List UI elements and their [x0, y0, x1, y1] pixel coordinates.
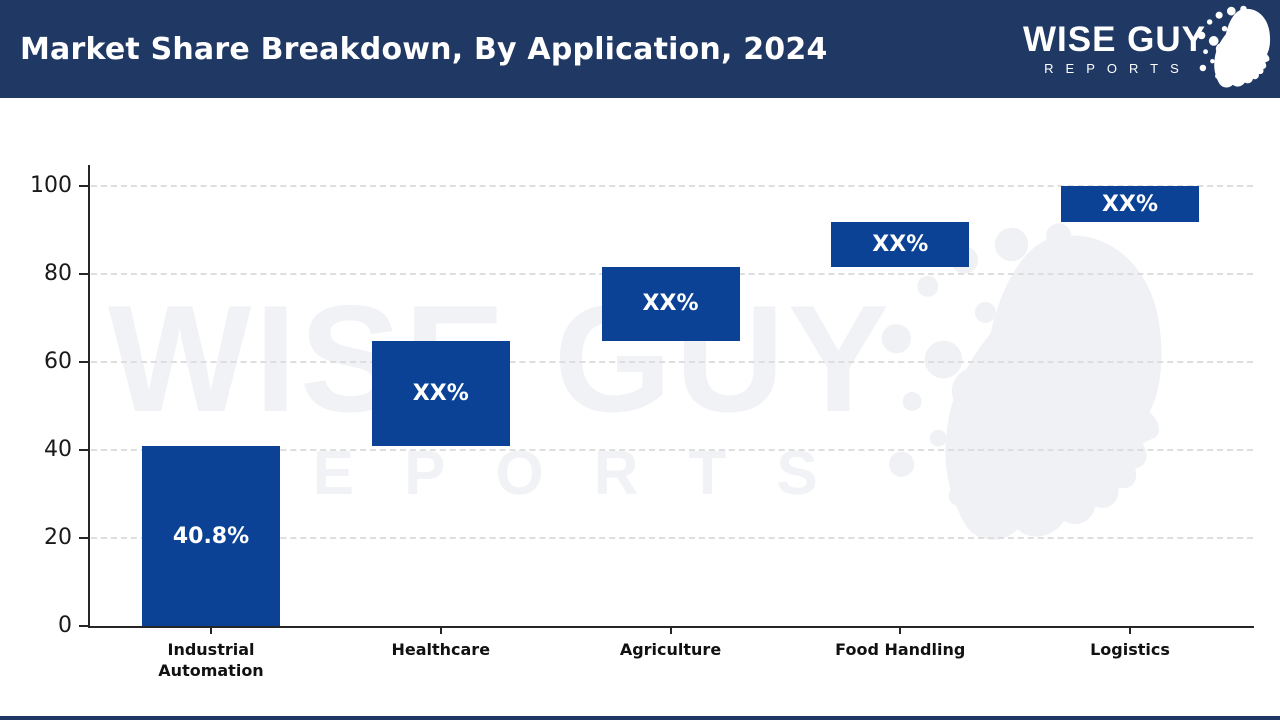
bar: 40.8%	[142, 446, 280, 626]
y-tick-mark	[79, 625, 88, 627]
header: Market Share Breakdown, By Application, …	[0, 0, 1280, 98]
x-tick-mark	[210, 626, 212, 634]
brand-wordmark: WISE GUY REPORTS	[1023, 22, 1206, 76]
x-tick-mark	[669, 626, 672, 634]
y-tick-label: 40	[44, 437, 72, 462]
x-axis-label: Agriculture	[619, 640, 722, 659]
x-axis-label: Healthcare	[391, 640, 491, 659]
bar-label: 40.8%	[172, 523, 250, 549]
gridline	[91, 361, 1253, 363]
x-axis-label: Food Handling	[835, 640, 966, 659]
gridline	[91, 185, 1253, 187]
y-tick-label: 20	[44, 525, 72, 550]
y-tick-label: 100	[30, 173, 72, 198]
bar-label: XX%	[412, 381, 469, 407]
y-tick-mark	[79, 537, 88, 539]
y-tick-label: 60	[44, 349, 72, 374]
brand-wordmark-sub: REPORTS	[1044, 61, 1191, 76]
bar: XX%	[1061, 186, 1199, 223]
y-tick-mark	[79, 449, 88, 451]
bar: XX%	[371, 340, 510, 447]
y-tick-mark	[79, 185, 88, 187]
brand-wordmark-main: WISE GUY	[1022, 20, 1206, 59]
x-axis-label: Logistics	[1090, 640, 1170, 659]
bar-label: XX%	[642, 291, 699, 317]
bar-label: XX%	[872, 232, 929, 258]
x-axis-label: Industrial Automation	[158, 640, 264, 680]
x-tick-mark	[1129, 626, 1131, 634]
gridline	[91, 537, 1253, 539]
page-title: Market Share Breakdown, By Application, …	[20, 31, 828, 67]
x-tick-mark	[439, 626, 442, 634]
bar: XX%	[831, 222, 970, 267]
bar-label: XX%	[1102, 191, 1158, 217]
plot-area: WISE GUY REPORTS 0 20 40 60 80 100 Industrial …	[0, 98, 1280, 720]
brand-logo: WISE GUY REPORTS	[1023, 3, 1276, 95]
y-tick-label: 0	[58, 613, 72, 638]
y-tick-mark	[79, 361, 88, 363]
x-tick-mark	[899, 626, 902, 634]
y-tick-mark	[79, 273, 88, 275]
bar: XX%	[601, 266, 740, 341]
bottom-accent-bar	[0, 716, 1280, 720]
y-axis-spine	[88, 165, 90, 626]
gridline	[91, 449, 1253, 451]
watermark-sub: REPORTS	[218, 439, 868, 508]
y-tick-label: 80	[44, 261, 72, 286]
